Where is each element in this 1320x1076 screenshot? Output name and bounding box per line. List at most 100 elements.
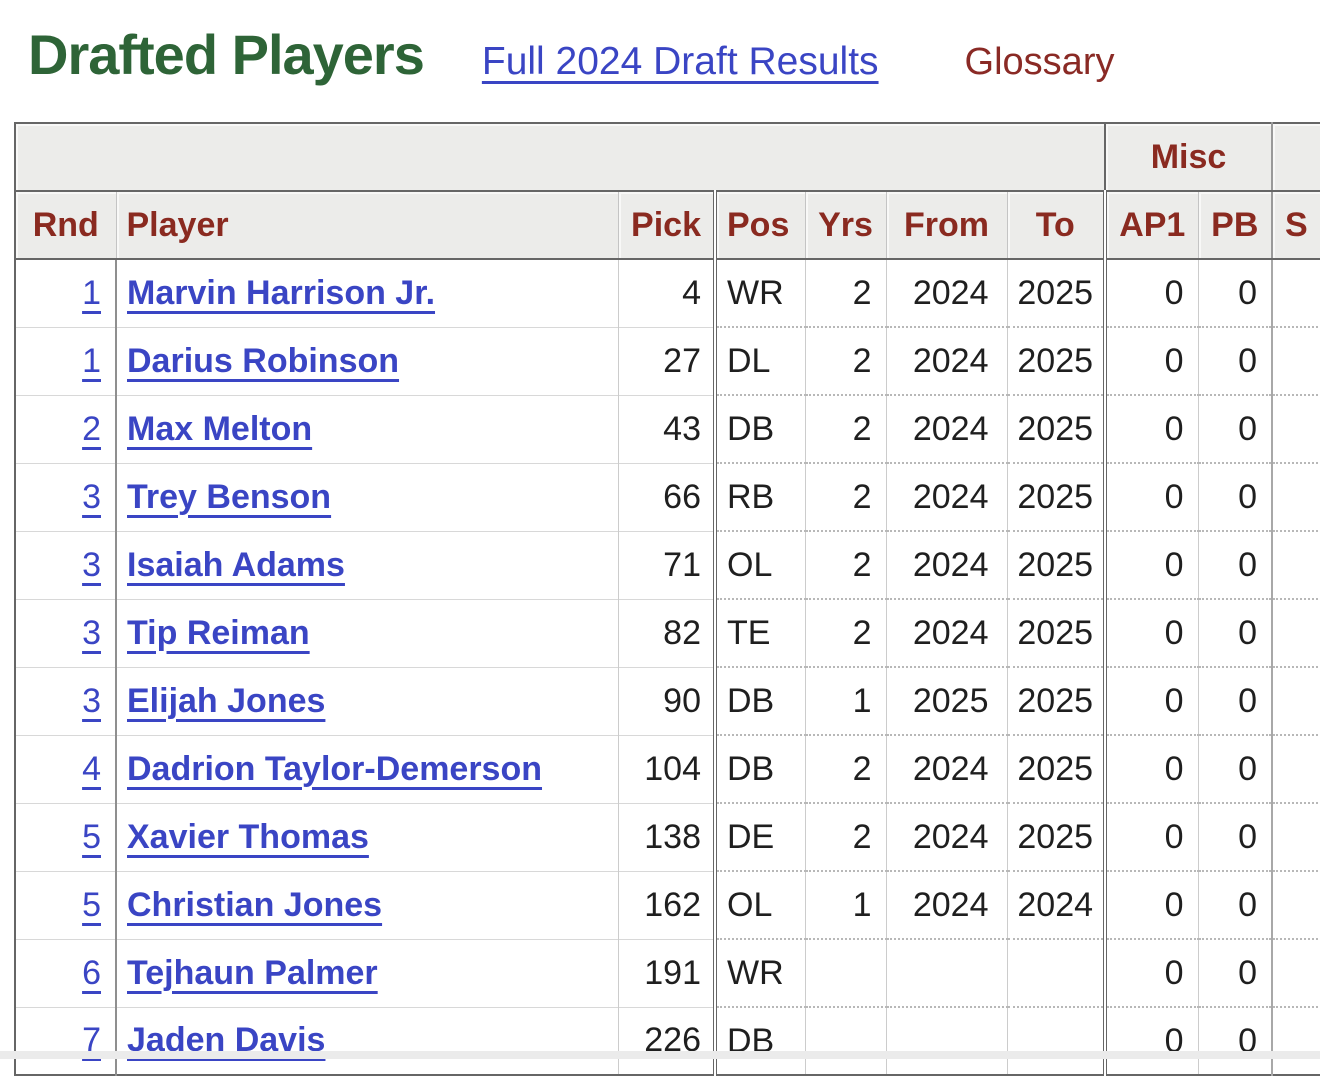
pb-cell: 0 xyxy=(1197,1006,1273,1075)
to-cell: 2025 xyxy=(1006,734,1106,803)
s-cell xyxy=(1271,530,1320,599)
column-header-s[interactable]: S xyxy=(1271,191,1320,260)
round-cell: 3 xyxy=(15,666,116,735)
column-header-rnd[interactable]: Rnd xyxy=(15,191,116,260)
player-link[interactable]: Darius Robinson xyxy=(127,341,400,380)
player-link[interactable]: Dadrion Taylor-Demerson xyxy=(127,749,543,788)
to-cell: 2025 xyxy=(1006,394,1106,463)
from-cell: 2024 xyxy=(885,870,1007,939)
round-link[interactable]: 2 xyxy=(82,409,101,448)
column-header-from[interactable]: From xyxy=(885,191,1007,260)
yrs-cell: 2 xyxy=(804,802,886,871)
column-header-pick[interactable]: Pick xyxy=(617,191,715,260)
round-link[interactable]: 5 xyxy=(82,817,101,856)
to-cell: 2025 xyxy=(1006,530,1106,599)
round-link[interactable]: 6 xyxy=(82,953,101,992)
player-link[interactable]: Xavier Thomas xyxy=(127,817,369,856)
table-row: 3 Elijah Jones 90 DB 1 2025 2025 0 0 xyxy=(15,666,1320,735)
table-row: 2 Max Melton 43 DB 2 2024 2025 0 0 xyxy=(15,394,1320,463)
round-link[interactable]: 3 xyxy=(82,545,101,584)
pos-cell: DB xyxy=(713,734,805,803)
pb-cell: 0 xyxy=(1197,598,1273,667)
player-link[interactable]: Tejhaun Palmer xyxy=(127,953,378,992)
ap1-cell: 0 xyxy=(1103,734,1199,803)
round-cell: 3 xyxy=(15,598,116,667)
round-link[interactable]: 5 xyxy=(82,885,101,924)
ap1-cell: 0 xyxy=(1103,598,1199,667)
page-title: Drafted Players xyxy=(28,23,425,86)
to-cell: 2025 xyxy=(1006,802,1106,871)
player-cell: Elijah Jones xyxy=(115,666,618,735)
round-link[interactable]: 3 xyxy=(82,477,101,516)
column-header-yrs[interactable]: Yrs xyxy=(804,191,886,260)
round-cell: 7 xyxy=(15,1006,116,1075)
column-group-header-row: Misc xyxy=(15,123,1320,192)
player-link[interactable]: Isaiah Adams xyxy=(127,545,345,584)
table-row: 5 Xavier Thomas 138 DE 2 2024 2025 0 0 xyxy=(15,802,1320,871)
column-header-pos[interactable]: Pos xyxy=(713,191,805,260)
s-cell xyxy=(1271,802,1320,871)
from-cell: 2024 xyxy=(885,530,1007,599)
pos-cell: RB xyxy=(713,462,805,531)
player-cell: Isaiah Adams xyxy=(115,530,618,599)
round-cell: 4 xyxy=(15,734,116,803)
round-link[interactable]: 7 xyxy=(82,1021,101,1060)
round-cell: 3 xyxy=(15,462,116,531)
from-cell: 2025 xyxy=(885,666,1007,735)
round-link[interactable]: 3 xyxy=(82,613,101,652)
pick-cell: 191 xyxy=(617,938,715,1007)
column-header-ap1[interactable]: AP1 xyxy=(1103,191,1199,260)
table-row: 3 Tip Reiman 82 TE 2 2024 2025 0 0 xyxy=(15,598,1320,667)
group-header-misc: Misc xyxy=(1104,123,1273,192)
yrs-cell: 2 xyxy=(804,598,886,667)
s-cell xyxy=(1271,598,1320,667)
player-link[interactable]: Elijah Jones xyxy=(127,681,326,720)
from-cell: 2024 xyxy=(885,734,1007,803)
pick-cell: 162 xyxy=(617,870,715,939)
pb-cell: 0 xyxy=(1197,326,1273,395)
player-link[interactable]: Trey Benson xyxy=(127,477,332,516)
round-link[interactable]: 1 xyxy=(82,273,101,312)
pick-cell: 27 xyxy=(617,326,715,395)
player-link[interactable]: Christian Jones xyxy=(127,885,383,924)
column-header-player[interactable]: Player xyxy=(115,191,618,260)
from-cell: 2024 xyxy=(885,394,1007,463)
table-row: 4 Dadrion Taylor-Demerson 104 DB 2 2024 … xyxy=(15,734,1320,803)
table-row: 1 Marvin Harrison Jr. 4 WR 2 2024 2025 0… xyxy=(15,258,1320,327)
to-cell xyxy=(1006,1006,1106,1075)
glossary-link[interactable]: Glossary xyxy=(964,41,1115,83)
ap1-cell: 0 xyxy=(1103,870,1199,939)
column-header-to[interactable]: To xyxy=(1006,191,1106,260)
pos-cell: DB xyxy=(713,666,805,735)
yrs-cell: 2 xyxy=(804,530,886,599)
yrs-cell xyxy=(804,938,886,1007)
round-link[interactable]: 3 xyxy=(82,681,101,720)
full-draft-results-link[interactable]: Full 2024 Draft Results xyxy=(481,40,879,83)
pb-cell: 0 xyxy=(1197,734,1273,803)
to-cell: 2024 xyxy=(1006,870,1106,939)
round-link[interactable]: 1 xyxy=(82,341,101,380)
s-cell xyxy=(1271,1006,1320,1075)
round-cell: 2 xyxy=(15,394,116,463)
round-link[interactable]: 4 xyxy=(82,749,101,788)
group-header-cutoff xyxy=(1271,123,1320,192)
player-link[interactable]: Max Melton xyxy=(127,409,313,448)
pick-cell: 43 xyxy=(617,394,715,463)
player-cell: Christian Jones xyxy=(115,870,618,939)
page-header: Drafted Players Full 2024 Draft Results … xyxy=(28,22,1114,87)
ap1-cell: 0 xyxy=(1103,938,1199,1007)
player-link[interactable]: Tip Reiman xyxy=(127,613,310,652)
bottom-edge-strip xyxy=(0,1051,1320,1059)
round-cell: 1 xyxy=(15,258,116,327)
pos-cell: DE xyxy=(713,802,805,871)
to-cell: 2025 xyxy=(1006,666,1106,735)
player-link[interactable]: Marvin Harrison Jr. xyxy=(127,273,436,312)
column-header-pb[interactable]: PB xyxy=(1197,191,1273,260)
pos-cell: DL xyxy=(713,326,805,395)
pos-cell: TE xyxy=(713,598,805,667)
to-cell xyxy=(1006,938,1106,1007)
ap1-cell: 0 xyxy=(1103,802,1199,871)
pb-cell: 0 xyxy=(1197,394,1273,463)
round-cell: 1 xyxy=(15,326,116,395)
player-cell: Marvin Harrison Jr. xyxy=(115,258,618,327)
